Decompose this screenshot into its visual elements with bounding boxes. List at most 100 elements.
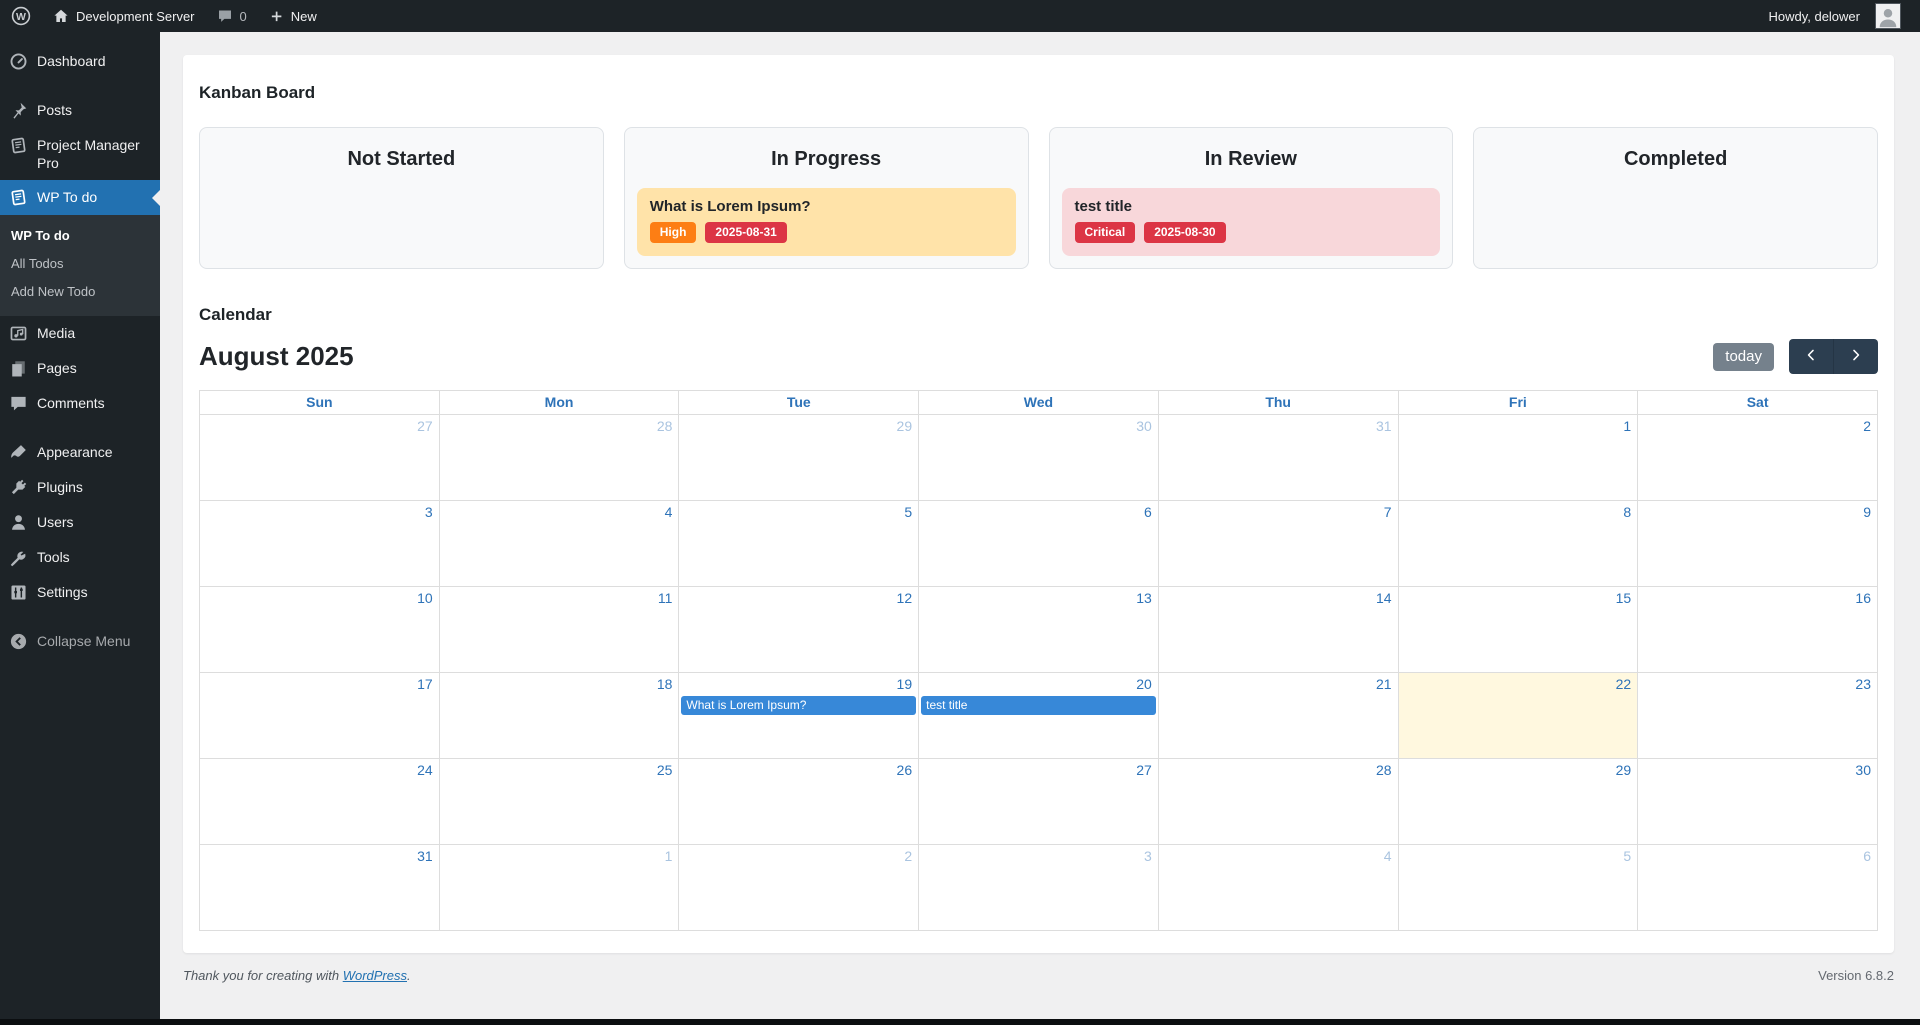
- kanban-column-title: Not Started: [347, 148, 456, 170]
- calendar-day-number[interactable]: 17: [417, 676, 433, 692]
- sidebar-item-settings[interactable]: Settings: [0, 575, 160, 610]
- comments-menu[interactable]: 0: [206, 0, 258, 32]
- todo-panel: Kanban Board Not Started In Progress What …: [183, 55, 1894, 953]
- calendar-day-number[interactable]: 20: [1136, 676, 1152, 692]
- home-icon: [53, 8, 69, 24]
- footer-thanks-suffix: .: [407, 968, 411, 983]
- calendar-week-row: 27 28 29 30 31 1 2: [199, 414, 1878, 501]
- calendar-day-number[interactable]: 3: [1144, 848, 1152, 864]
- calendar-day-number[interactable]: 4: [1383, 848, 1392, 864]
- sidebar-submenu: WP To do All Todos Add New Todo: [0, 215, 160, 316]
- calendar-day-number[interactable]: 23: [1855, 676, 1871, 692]
- site-name-menu[interactable]: Development Server: [42, 0, 206, 32]
- calendar-day-number[interactable]: 25: [656, 762, 673, 778]
- calendar-day-number[interactable]: 18: [656, 676, 673, 692]
- calendar-day-number[interactable]: 31: [417, 848, 433, 864]
- pages-icon: [8, 358, 28, 378]
- sidebar-item-label: Comments: [37, 395, 105, 411]
- calendar-day-cell: 24: [199, 758, 440, 845]
- sidebar-item-tools[interactable]: Tools: [0, 540, 160, 575]
- calendar-day-number[interactable]: 30: [1136, 418, 1152, 434]
- calendar-day-cell: 6: [918, 500, 1159, 587]
- wrench-icon: [8, 547, 28, 567]
- calendar-day-number[interactable]: 19: [896, 676, 913, 692]
- calendar-day-number[interactable]: 16: [1855, 590, 1871, 606]
- calendar-day-number[interactable]: 24: [417, 762, 433, 778]
- calendar-day-number[interactable]: 21: [1375, 676, 1392, 692]
- prev-month-button[interactable]: [1789, 339, 1834, 374]
- calendar-day-cell: 4: [438, 500, 680, 587]
- sidebar-item-media[interactable]: Media: [0, 316, 160, 351]
- calendar-day-number[interactable]: 4: [664, 504, 673, 520]
- calendar-event[interactable]: test title: [921, 696, 1156, 715]
- calendar-day-number[interactable]: 2: [1863, 418, 1871, 434]
- sidebar-item-project-manager-pro[interactable]: Project Manager Pro: [0, 128, 160, 180]
- calendar-day-cell: 2: [1637, 414, 1878, 501]
- calendar-day-cell: 20 test title: [918, 672, 1159, 759]
- wordpress-link[interactable]: WordPress: [342, 968, 407, 983]
- wp-logo-menu[interactable]: W: [0, 0, 42, 32]
- sidebar-item-users[interactable]: Users: [0, 505, 160, 540]
- calendar-day-number[interactable]: 12: [896, 590, 913, 606]
- sidebar-item-posts[interactable]: Posts: [0, 93, 160, 128]
- calendar-day-number[interactable]: 27: [1136, 762, 1152, 778]
- calendar-day-number[interactable]: 11: [657, 590, 673, 606]
- kanban-card-what-is-lorem-ipsum[interactable]: What is Lorem Ipsum? High 2025-08-31: [636, 188, 1016, 256]
- svg-text:W: W: [16, 11, 26, 23]
- calendar-day-number[interactable]: 15: [1615, 590, 1632, 606]
- site-name-label: Development Server: [76, 8, 195, 24]
- calendar-day-number[interactable]: 3: [424, 504, 433, 520]
- calendar-day-number[interactable]: 29: [1615, 762, 1632, 778]
- sidebar-item-collapse-menu[interactable]: Collapse Menu: [0, 624, 160, 659]
- next-month-button[interactable]: [1834, 339, 1878, 374]
- kanban-card-test-title[interactable]: test title Critical 2025-08-30: [1061, 188, 1441, 256]
- calendar-week-row: 17 18 19 What is Lorem Ipsum? 20 test title 21…: [199, 672, 1878, 759]
- calendar-day-number[interactable]: 30: [1855, 762, 1871, 778]
- calendar-day-number[interactable]: 5: [904, 504, 913, 520]
- calendar-day-number[interactable]: 1: [1623, 418, 1632, 434]
- today-button[interactable]: today: [1713, 342, 1774, 371]
- account-menu[interactable]: Howdy, delower: [1757, 0, 1912, 32]
- sidebar-item-plugins[interactable]: Plugins: [0, 470, 160, 505]
- calendar-day-number[interactable]: 2: [904, 848, 913, 864]
- calendar-day-number[interactable]: 9: [1863, 504, 1871, 520]
- sidebar-item-comments[interactable]: Comments: [0, 386, 160, 421]
- chevron-right-icon: [1849, 348, 1863, 365]
- screen-bottom-edge: [0, 1019, 1920, 1025]
- kanban-card-title: test title: [1074, 198, 1133, 215]
- calendar-day-number[interactable]: 1: [664, 848, 673, 864]
- howdy-label: Howdy, delower: [1768, 8, 1860, 24]
- calendar-day-cell: 8: [1397, 500, 1639, 587]
- calendar-day-number[interactable]: 31: [1375, 418, 1392, 434]
- calendar-day-cell: 1: [1397, 414, 1639, 501]
- sidebar-item-pages[interactable]: Pages: [0, 351, 160, 386]
- calendar-day-number[interactable]: 6: [1863, 848, 1871, 864]
- calendar-event[interactable]: What is Lorem Ipsum?: [681, 696, 917, 715]
- calendar-day-number[interactable]: 8: [1623, 504, 1632, 520]
- footer-thanks: Thank you for creating with WordPress.: [183, 968, 411, 983]
- calendar-day-number[interactable]: 7: [1383, 504, 1392, 520]
- sidebar-item-wp-to-do[interactable]: WP To do: [0, 180, 160, 215]
- sidebar-item-label: Media: [37, 325, 76, 341]
- sidebar-item-label: WP To do: [37, 189, 98, 205]
- calendar-day-number[interactable]: 10: [417, 590, 433, 606]
- calendar-grid: Sun Mon Tue Wed Thu Fri Sat 27 28 29 30 31 1 2 3 4 5 6 7 8…: [199, 390, 1878, 931]
- calendar-day-number[interactable]: 14: [1375, 590, 1392, 606]
- calendar-day-number[interactable]: 6: [1144, 504, 1152, 520]
- calendar-day-number[interactable]: 28: [1375, 762, 1392, 778]
- calendar-day-number[interactable]: 26: [896, 762, 913, 778]
- submenu-item-all-todos[interactable]: All Todos: [11, 256, 64, 271]
- submenu-item-add-new-todo[interactable]: Add New Todo: [11, 284, 96, 299]
- new-menu[interactable]: New: [258, 0, 328, 32]
- submenu-item-wp-to-do[interactable]: WP To do: [11, 228, 70, 243]
- sidebar-item-dashboard[interactable]: Dashboard: [0, 44, 160, 79]
- sidebar-item-appearance[interactable]: Appearance: [0, 435, 160, 470]
- calendar-day-number[interactable]: 27: [417, 418, 433, 434]
- calendar-day-number[interactable]: 13: [1136, 590, 1152, 606]
- due-date-badge: 2025-08-31: [705, 222, 787, 243]
- admin-bar: W Development Server 0 New Howdy, delowe…: [0, 0, 1920, 32]
- calendar-day-number[interactable]: 28: [656, 418, 673, 434]
- calendar-day-number[interactable]: 5: [1623, 848, 1632, 864]
- calendar-day-number[interactable]: 29: [896, 418, 913, 434]
- calendar-day-number[interactable]: 22: [1615, 676, 1632, 692]
